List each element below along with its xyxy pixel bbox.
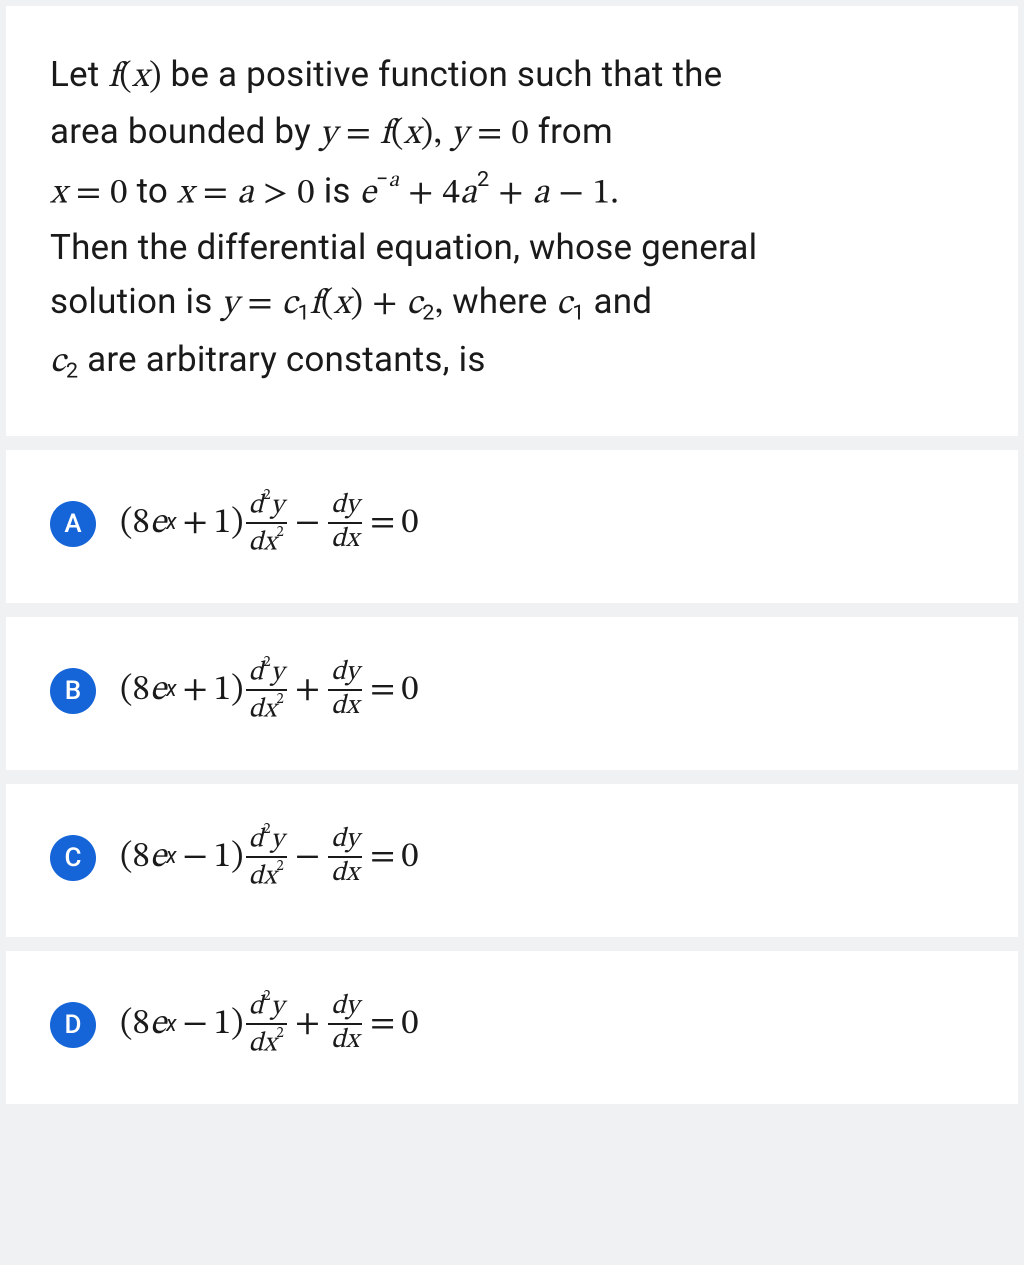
option-badge-d: D xyxy=(50,1002,96,1048)
option-badge-b: B xyxy=(50,668,96,714)
option-a[interactable]: A (8ex+1)d2ydx2−dydx=0 xyxy=(6,450,1018,603)
option-c[interactable]: C (8ex−1)d2ydx2−dydx=0 xyxy=(6,784,1018,937)
option-badge-c: C xyxy=(50,835,96,881)
option-b[interactable]: B (8ex+1)d2ydx2+dydx=0 xyxy=(6,617,1018,770)
question-text: Let f(x) be a positive function such tha… xyxy=(50,48,974,390)
option-b-expression: (8ex+1)d2ydx2+dydx=0 xyxy=(120,655,419,726)
option-d[interactable]: D (8ex−1)d2ydx2+dydx=0 xyxy=(6,951,1018,1104)
option-c-expression: (8ex−1)d2ydx2−dydx=0 xyxy=(120,822,419,893)
option-a-expression: (8ex+1)d2ydx2−dydx=0 xyxy=(120,488,419,559)
option-d-expression: (8ex−1)d2ydx2+dydx=0 xyxy=(120,989,419,1060)
question-card: Let f(x) be a positive function such tha… xyxy=(6,6,1018,436)
option-badge-a: A xyxy=(50,501,96,547)
